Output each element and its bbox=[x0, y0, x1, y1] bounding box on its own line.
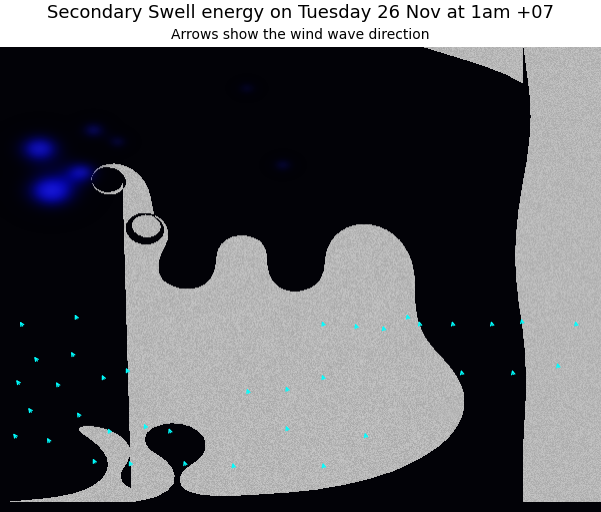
Text: Secondary Swell energy on Tuesday 26 Nov at 1am +07: Secondary Swell energy on Tuesday 26 Nov… bbox=[47, 4, 554, 22]
Text: Arrows show the wind wave direction: Arrows show the wind wave direction bbox=[171, 28, 430, 42]
